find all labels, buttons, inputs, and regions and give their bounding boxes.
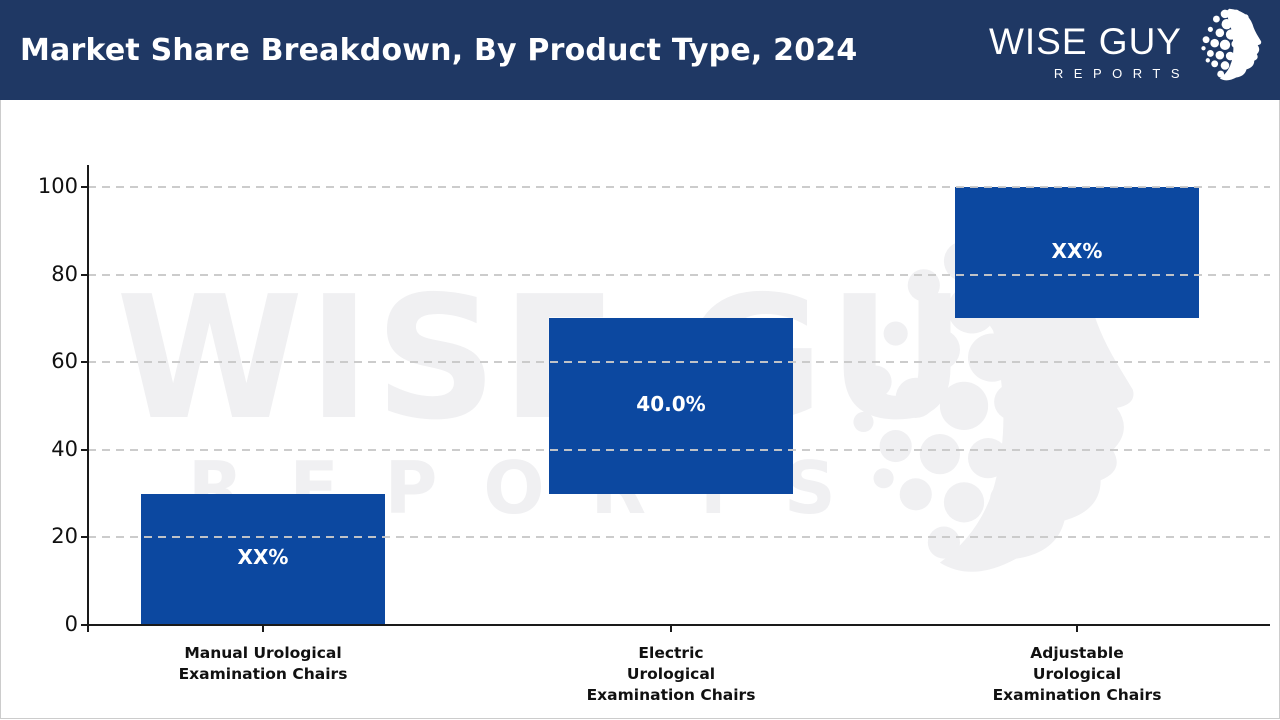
y-axis-tick [81, 536, 88, 539]
category-label-line: Urological [626, 665, 716, 683]
bar-segment [141, 493, 385, 625]
dotted-face-profile-icon [1182, 7, 1268, 93]
x-axis-line [87, 624, 1270, 626]
y-axis-line [87, 165, 89, 632]
y-tick-label: 80 [51, 261, 78, 286]
y-axis-tick [81, 624, 88, 626]
logo-sub: REPORTS [1053, 66, 1190, 81]
gridline [88, 361, 1270, 364]
bar-value-label: 40.0% [636, 392, 706, 416]
y-axis-tick [81, 186, 88, 188]
bar-value-label: XX% [1051, 238, 1103, 263]
header-bar: Market Share Breakdown, By Product Type,… [0, 0, 1280, 100]
logo-text: WISE GUY REPORTS [989, 21, 1182, 81]
category-label-line: Examination Chairs [178, 665, 348, 683]
y-axis-tick [81, 361, 88, 364]
y-tick-label: 100 [37, 174, 78, 198]
category-label: Adjustable Urological Examination Chairs [917, 643, 1237, 706]
y-axis-tick [81, 273, 88, 276]
gridline [88, 536, 1270, 539]
y-tick-label: 20 [51, 524, 78, 549]
y-tick-label: 40 [51, 436, 78, 461]
category-label-line: Adjustable [1030, 644, 1124, 662]
category-label-line: Examination Chairs [992, 686, 1162, 704]
category-label-line: Electric [638, 644, 704, 662]
bar-segment [549, 318, 793, 494]
y-tick-label: 60 [51, 349, 78, 374]
gridline [88, 186, 1270, 188]
y-tick-label: 0 [64, 612, 78, 636]
gridline [88, 273, 1270, 276]
x-axis-tick [1076, 626, 1078, 632]
wise-guy-reports-logo: WISE GUY REPORTS [989, 5, 1270, 95]
logo-name: WISE GUY [988, 21, 1182, 62]
x-axis-tick [670, 626, 672, 632]
bar-value-label: XX% [237, 545, 289, 570]
category-label-line: Manual Urological [184, 644, 342, 662]
y-axis-tick [81, 448, 88, 451]
category-label-line: Urological [1032, 665, 1122, 683]
category-label: Electric Urological Examination Chairs [511, 643, 831, 706]
category-label: Manual Urological Examination Chairs [103, 643, 423, 685]
category-label-line: Examination Chairs [586, 686, 756, 704]
chart-title: Market Share Breakdown, By Product Type,… [20, 32, 858, 68]
gridline [88, 448, 1270, 451]
x-axis-tick [262, 626, 264, 632]
